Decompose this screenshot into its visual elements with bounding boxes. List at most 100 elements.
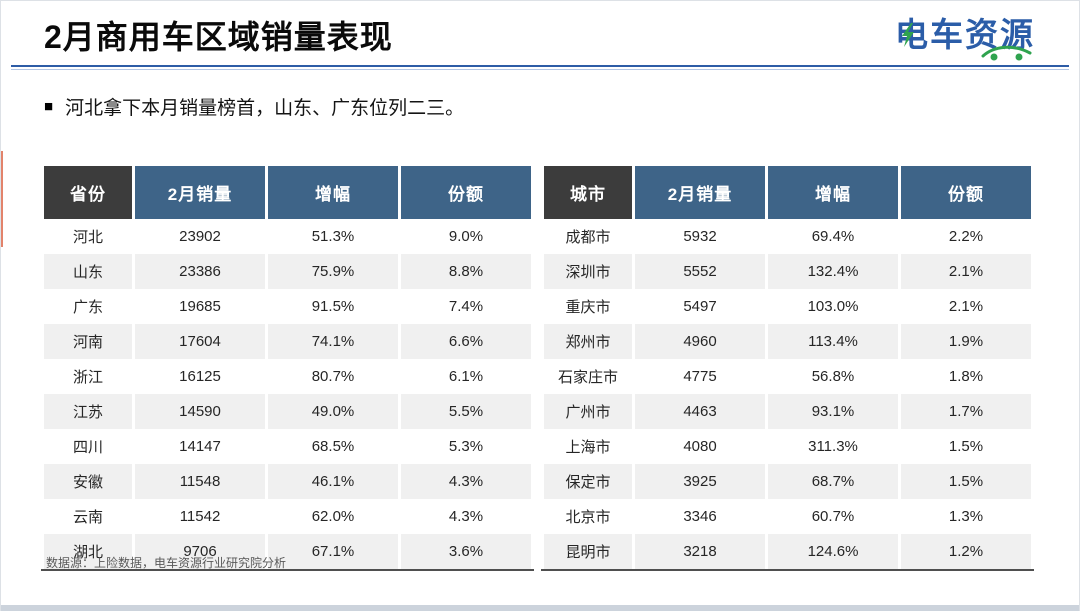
left-edge-red-mark [1,151,3,247]
table-cell: 69.4% [768,219,898,254]
table-cell: 1.9% [901,324,1031,359]
column-header: 城市 [544,166,632,219]
table-row: 四川 14147 68.5% 5.3% [44,429,531,464]
table-row: 重庆市 5497 103.0% 2.1% [544,289,1031,324]
table-row: 安徽 11548 46.1% 4.3% [44,464,531,499]
car-icon [981,45,1032,61]
table-row: 保定市 3925 68.7% 1.5% [544,464,1031,499]
province-table: 省份 2月销量 增幅 份额 河北 23902 51.3% 9.0% 山东 23386 75.9% 8… [41,166,534,569]
table-cell: 23386 [135,254,265,289]
table-cell: 昆明市 [544,534,632,569]
table-cell: 4960 [635,324,765,359]
table-cell: 51.3% [268,219,398,254]
title-underline-halo [11,69,1069,70]
table-cell: 4080 [635,429,765,464]
province-sales-table: 省份 2月销量 增幅 份额 河北 23902 51.3% 9.0% 山东 23386 75.9% 8… [41,166,534,571]
table-cell: 2.1% [901,289,1031,324]
table-row: 昆明市 3218 124.6% 1.2% [544,534,1031,569]
city-sales-table: 城市 2月销量 增幅 份额 成都市 5932 69.4% 2.2% 深圳市 5552 132.4%… [541,166,1034,571]
table-cell: 上海市 [544,429,632,464]
table-cell: 成都市 [544,219,632,254]
table-cell: 11548 [135,464,265,499]
table-cell: 1.3% [901,499,1031,534]
table-cell: 80.7% [268,359,398,394]
table-cell: 湖北 [44,534,132,569]
column-header: 省份 [44,166,132,219]
brand-logo: 电车资源 [895,15,1035,61]
table-cell: 5497 [635,289,765,324]
column-header: 2月销量 [135,166,265,219]
table-cell: 1.5% [901,464,1031,499]
table-row: 石家庄市 4775 56.8% 1.8% [544,359,1031,394]
table-cell: 16125 [135,359,265,394]
table-cell: 山东 [44,254,132,289]
table-row: 山东 23386 75.9% 8.8% [44,254,531,289]
table-cell: 7.4% [401,289,531,324]
table-row: 湖北 9706 67.1% 3.6% [44,534,531,569]
table-cell: 保定市 [544,464,632,499]
table-cell: 1.2% [901,534,1031,569]
table-row: 广东 19685 91.5% 7.4% [44,289,531,324]
data-source-note: 数据源：上险数据，电车资源行业研究院分析 [46,556,287,570]
table-cell: 河南 [44,324,132,359]
table-cell: 75.9% [268,254,398,289]
table-cell: 4.3% [401,499,531,534]
table-row: 郑州市 4960 113.4% 1.9% [544,324,1031,359]
column-header: 增幅 [268,166,398,219]
table-row: 北京市 3346 60.7% 1.3% [544,499,1031,534]
table-cell: 56.8% [768,359,898,394]
table-cell: 91.5% [268,289,398,324]
title-underline [11,65,1069,67]
table-row: 河南 17604 74.1% 6.6% [44,324,531,359]
table-cell: 4463 [635,394,765,429]
table-cell: 3346 [635,499,765,534]
bullet-square-icon: ■ [44,98,54,115]
table-cell: 60.7% [768,499,898,534]
key-takeaway-text: 河北拿下本月销量榜首，山东、广东位列二三。 [65,98,465,119]
table-cell: 68.7% [768,464,898,499]
table-cell: 93.1% [768,394,898,429]
table-cell: 4.3% [401,464,531,499]
table-cell: 68.5% [268,429,398,464]
table-cell: 2.1% [901,254,1031,289]
table-cell: 67.1% [268,534,398,569]
table-cell: 17604 [135,324,265,359]
page-title: 2月商用车区域销量表现 [44,19,393,55]
table-cell: 广东 [44,289,132,324]
table-cell: 云南 [44,499,132,534]
table-cell: 郑州市 [544,324,632,359]
column-header: 增幅 [768,166,898,219]
table-header-row: 省份 2月销量 增幅 份额 [44,166,531,219]
table-cell: 9706 [135,534,265,569]
table-cell: 3925 [635,464,765,499]
table-cell: 河北 [44,219,132,254]
table-cell: 46.1% [268,464,398,499]
table-cell: 3218 [635,534,765,569]
table-cell: 11542 [135,499,265,534]
table-cell: 4775 [635,359,765,394]
table-cell: 103.0% [768,289,898,324]
table-cell: 2.2% [901,219,1031,254]
table-cell: 3.6% [401,534,531,569]
table-cell: 9.0% [401,219,531,254]
table-cell: 安徽 [44,464,132,499]
table-cell: 5.5% [401,394,531,429]
table-cell: 124.6% [768,534,898,569]
table-cell: 石家庄市 [544,359,632,394]
table-header-row: 城市 2月销量 增幅 份额 [544,166,1031,219]
table-cell: 5552 [635,254,765,289]
table-row: 江苏 14590 49.0% 5.5% [44,394,531,429]
table-cell: 311.3% [768,429,898,464]
table-row: 成都市 5932 69.4% 2.2% [544,219,1031,254]
table-cell: 1.5% [901,429,1031,464]
table-row: 广州市 4463 93.1% 1.7% [544,394,1031,429]
table-cell: 113.4% [768,324,898,359]
table-cell: 重庆市 [544,289,632,324]
table-cell: 62.0% [268,499,398,534]
column-header: 2月销量 [635,166,765,219]
table-cell: 北京市 [544,499,632,534]
column-header: 份额 [901,166,1031,219]
table-cell: 深圳市 [544,254,632,289]
lightning-bolt-icon [902,23,914,47]
